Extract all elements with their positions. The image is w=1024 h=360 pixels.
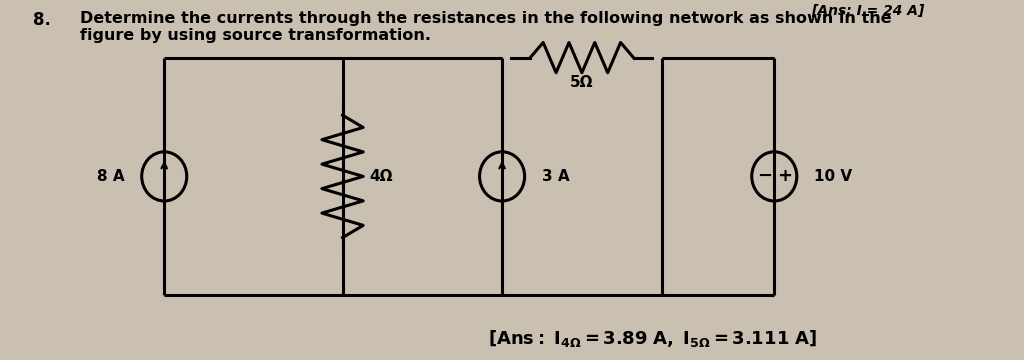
Text: −: −: [757, 167, 772, 185]
Text: 8 A: 8 A: [97, 169, 125, 184]
Text: Determine the currents through the resistances in the following network as shown: Determine the currents through the resis…: [80, 11, 892, 43]
Text: 8.: 8.: [33, 11, 51, 29]
Text: 4Ω: 4Ω: [369, 169, 392, 184]
Text: +: +: [776, 167, 792, 185]
Text: 3 A: 3 A: [542, 169, 569, 184]
Text: $\mathbf{[Ans:\ I_{4\Omega} = 3.89\ A,\ I_{5\Omega} = 3.111\ A]}$: $\mathbf{[Ans:\ I_{4\Omega} = 3.89\ A,\ …: [487, 328, 816, 349]
Text: 5Ω: 5Ω: [570, 75, 594, 90]
Text: 10 V: 10 V: [814, 169, 852, 184]
Text: [Ans: I = 24 A]: [Ans: I = 24 A]: [811, 4, 925, 18]
